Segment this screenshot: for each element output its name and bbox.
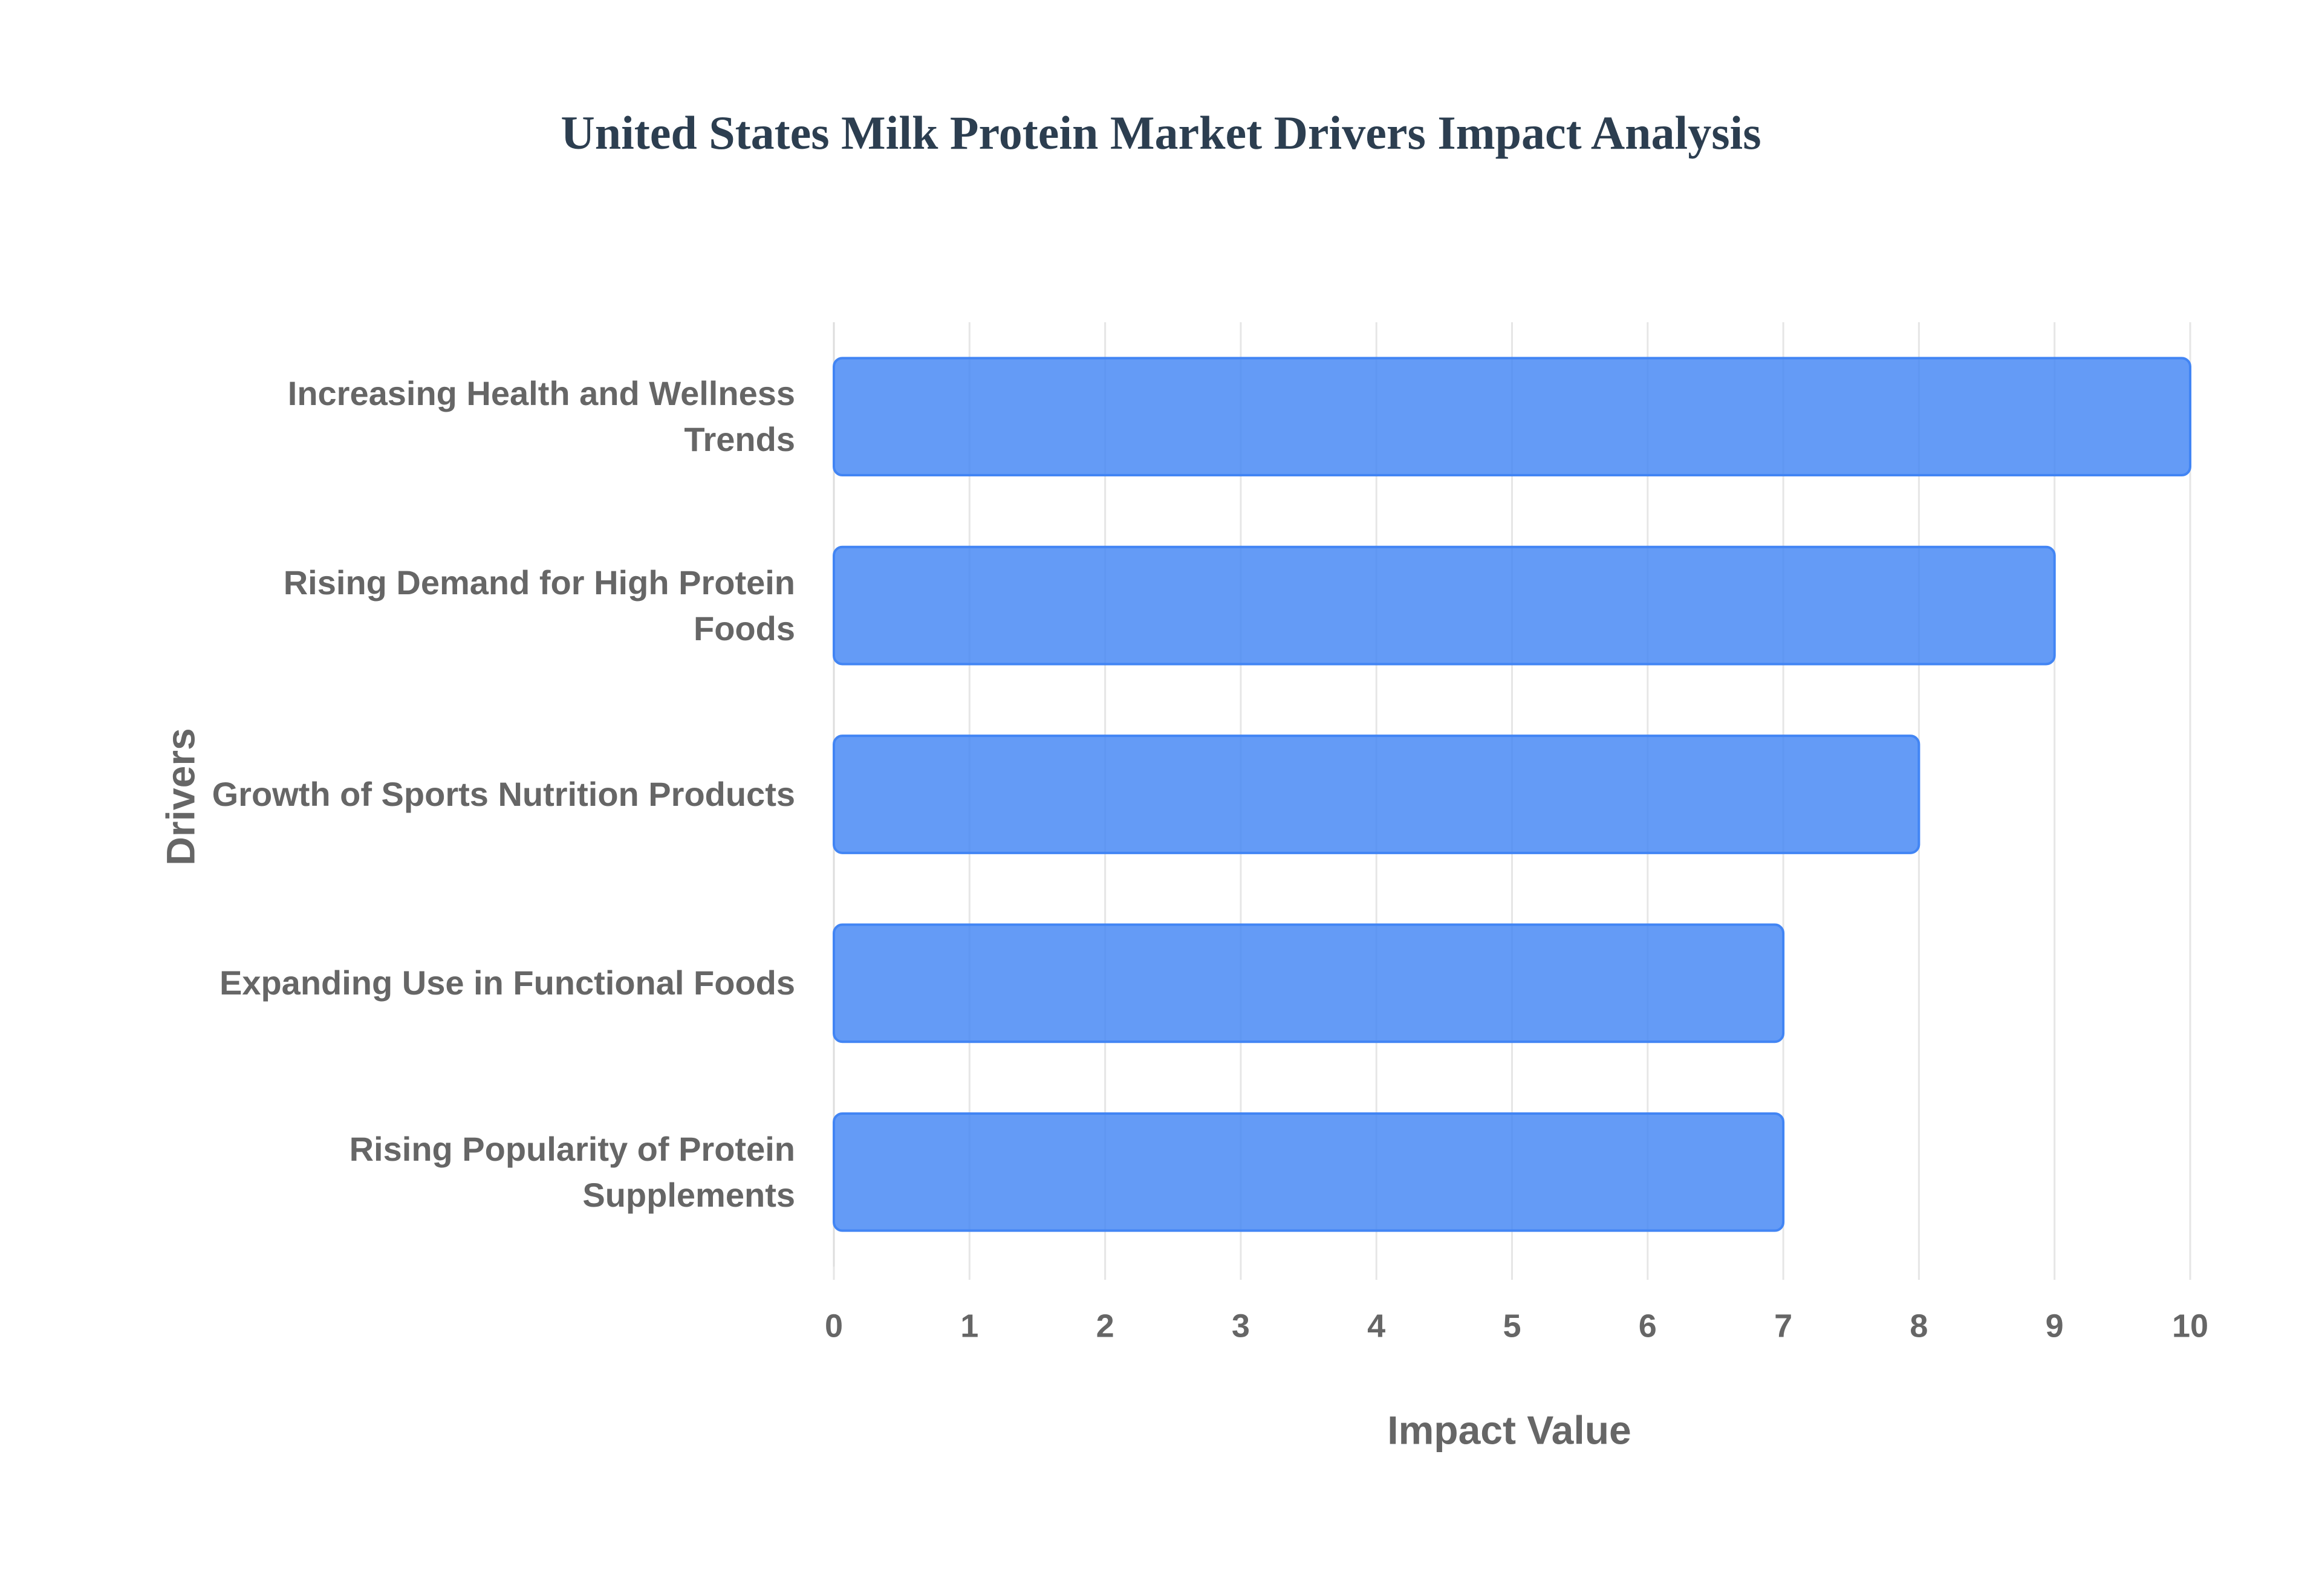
x-tick-label: 8 (1910, 1308, 1928, 1344)
y-axis-title: Drivers (158, 728, 203, 866)
bar (833, 923, 1785, 1043)
x-tick-label: 3 (1232, 1308, 1250, 1344)
x-tick-label: 7 (1774, 1308, 1792, 1344)
chart-title: United States Milk Protein Market Driver… (561, 106, 1761, 159)
x-tick-label: 6 (1639, 1308, 1657, 1344)
bar (833, 545, 2056, 666)
bar (833, 1112, 1785, 1232)
x-tick-label: 9 (2046, 1308, 2064, 1344)
x-tick-label: 1 (960, 1308, 978, 1344)
x-tick-label: 10 (2172, 1308, 2208, 1344)
y-tick-label: Expanding Use in Functional Foods (219, 964, 795, 1002)
y-tick-label: Growth of Sports Nutrition Products (212, 775, 795, 813)
y-tick-label: Rising Demand for High Protein Foods (283, 563, 795, 647)
y-tick-label: Rising Popularity of Protein Supplements (349, 1129, 795, 1214)
x-axis-title: Impact Value (1387, 1407, 1631, 1452)
bar (833, 357, 2191, 477)
bar (833, 735, 1920, 854)
x-tick-label: 4 (1367, 1308, 1385, 1344)
x-tick-label: 2 (1096, 1308, 1114, 1344)
y-tick-label: Increasing Health and Wellness Trends (287, 374, 795, 459)
x-tick-label: 5 (1503, 1308, 1521, 1344)
x-tick-label: 0 (825, 1308, 843, 1344)
